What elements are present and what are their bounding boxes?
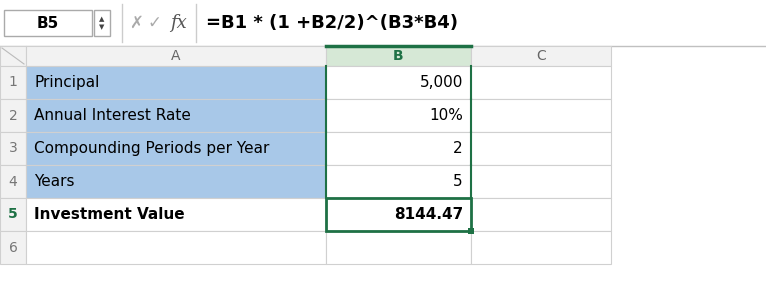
Bar (0, 0, 766, 46)
Bar (326, 66, 471, 99)
Text: Annual Interest Rate: Annual Interest Rate (34, 108, 191, 123)
Text: 3: 3 (8, 142, 18, 156)
Text: 2: 2 (453, 141, 463, 156)
Bar (26, 231, 326, 264)
Text: 5,000: 5,000 (420, 75, 463, 90)
Text: =B1 * (1 +B2/2)^(B3*B4): =B1 * (1 +B2/2)^(B3*B4) (206, 14, 458, 32)
Bar (0, 46, 26, 66)
Bar (326, 99, 471, 132)
Bar (94, 10, 110, 36)
Text: Investment Value: Investment Value (34, 207, 185, 222)
Bar (471, 46, 611, 66)
Text: 5: 5 (8, 207, 18, 221)
Bar (26, 66, 326, 99)
Bar (326, 46, 471, 66)
Text: 2: 2 (8, 108, 18, 122)
Bar (0, 198, 26, 231)
Bar (26, 132, 326, 165)
Text: C: C (536, 49, 546, 63)
Text: 4: 4 (8, 175, 18, 189)
Bar (471, 198, 611, 231)
Bar (326, 198, 471, 231)
Text: 8144.47: 8144.47 (394, 207, 463, 222)
Text: Principal: Principal (34, 75, 100, 90)
Bar (471, 165, 611, 198)
Text: ✗: ✗ (129, 14, 143, 32)
Bar (326, 198, 471, 231)
Text: 1: 1 (8, 75, 18, 89)
Bar (468, 228, 474, 234)
Bar (26, 165, 326, 198)
Bar (471, 231, 611, 264)
Bar (471, 66, 611, 99)
Text: 5: 5 (453, 174, 463, 189)
Text: B5: B5 (37, 15, 59, 30)
Text: Compounding Periods per Year: Compounding Periods per Year (34, 141, 270, 156)
Bar (471, 132, 611, 165)
Bar (326, 165, 471, 198)
Bar (26, 198, 326, 231)
Text: Years: Years (34, 174, 74, 189)
Bar (26, 46, 326, 66)
Bar (0, 66, 26, 99)
Bar (26, 99, 326, 132)
Text: fx: fx (169, 14, 186, 32)
Bar (326, 231, 471, 264)
Text: 6: 6 (8, 240, 18, 254)
Text: B: B (393, 49, 404, 63)
Text: ▼: ▼ (100, 24, 105, 30)
Bar (4, 10, 92, 36)
Bar (0, 132, 26, 165)
Text: ✓: ✓ (147, 14, 161, 32)
Bar (0, 99, 26, 132)
Text: A: A (172, 49, 181, 63)
Bar (326, 132, 471, 165)
Text: ▲: ▲ (100, 16, 105, 22)
Bar (0, 165, 26, 198)
Bar (0, 231, 26, 264)
Text: 10%: 10% (429, 108, 463, 123)
Bar (471, 99, 611, 132)
